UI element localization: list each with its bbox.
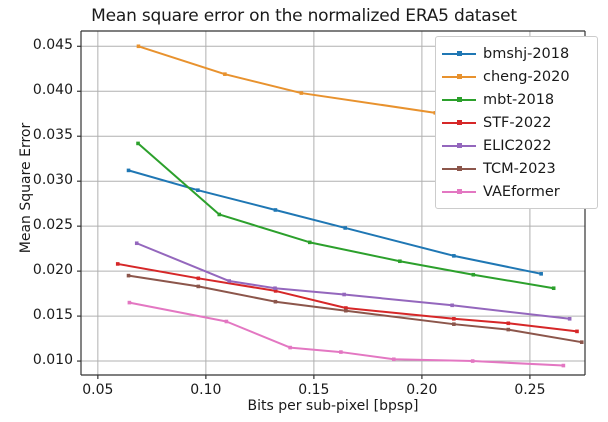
- y-tick-label: 0.030: [32, 172, 73, 189]
- chart-title: Mean square error on the normalized ERA5…: [91, 6, 517, 26]
- x-tick-label: 0.25: [514, 382, 546, 398]
- axis-ticks: [77, 45, 531, 379]
- legend-item-label: cheng-2020: [483, 68, 570, 85]
- legend-line-icon: [442, 163, 476, 175]
- legend-item-label: ELIC2022: [483, 137, 552, 154]
- legend-item-label: VAEformer: [483, 183, 560, 200]
- x-tick-label: 0.10: [190, 382, 222, 398]
- legend-line-icon: [442, 94, 476, 106]
- legend-item-label: TCM-2023: [483, 160, 556, 177]
- y-tick-label: 0.040: [32, 82, 73, 99]
- legend-line-icon: [442, 186, 476, 198]
- series-line-1: [137, 45, 475, 143]
- x-tick-label: 0.05: [82, 382, 114, 398]
- series-line-2: [137, 142, 555, 290]
- legend-item-6[interactable]: VAEformer: [442, 180, 591, 203]
- y-tick-label: 0.035: [32, 127, 73, 144]
- y-tick-label: 0.015: [32, 307, 73, 324]
- legend-item-label: bmshj-2018: [483, 45, 570, 62]
- y-tick-label: 0.010: [32, 352, 73, 369]
- x-axis-label: Bits per sub-pixel [bpsp]: [247, 398, 419, 414]
- legend-item-label: mbt-2018: [483, 91, 555, 108]
- legend-item-1[interactable]: cheng-2020: [442, 65, 591, 88]
- legend-line-icon: [442, 140, 476, 152]
- legend-item-5[interactable]: TCM-2023: [442, 157, 591, 180]
- y-tick-label: 0.045: [32, 37, 73, 54]
- legend-item-3[interactable]: STF-2022: [442, 111, 591, 134]
- x-tick-label: 0.20: [406, 382, 438, 398]
- chart-legend: bmshj-2018 cheng-2020 mbt-2018 STF-2022 ELIC…: [435, 36, 598, 209]
- series-lines: [115, 44, 584, 368]
- y-tick-label: 0.025: [32, 217, 73, 234]
- y-tick-label: 0.020: [32, 262, 73, 279]
- legend-item-4[interactable]: ELIC2022: [442, 134, 591, 157]
- series-line-4: [135, 242, 571, 320]
- legend-line-icon: [442, 71, 476, 83]
- legend-line-icon: [442, 117, 476, 129]
- legend-item-0[interactable]: bmshj-2018: [442, 42, 591, 65]
- legend-item-label: STF-2022: [483, 114, 552, 131]
- series-line-3: [116, 262, 579, 333]
- legend-line-icon: [442, 48, 476, 60]
- legend-item-2[interactable]: mbt-2018: [442, 88, 591, 111]
- x-tick-label: 0.15: [298, 382, 330, 398]
